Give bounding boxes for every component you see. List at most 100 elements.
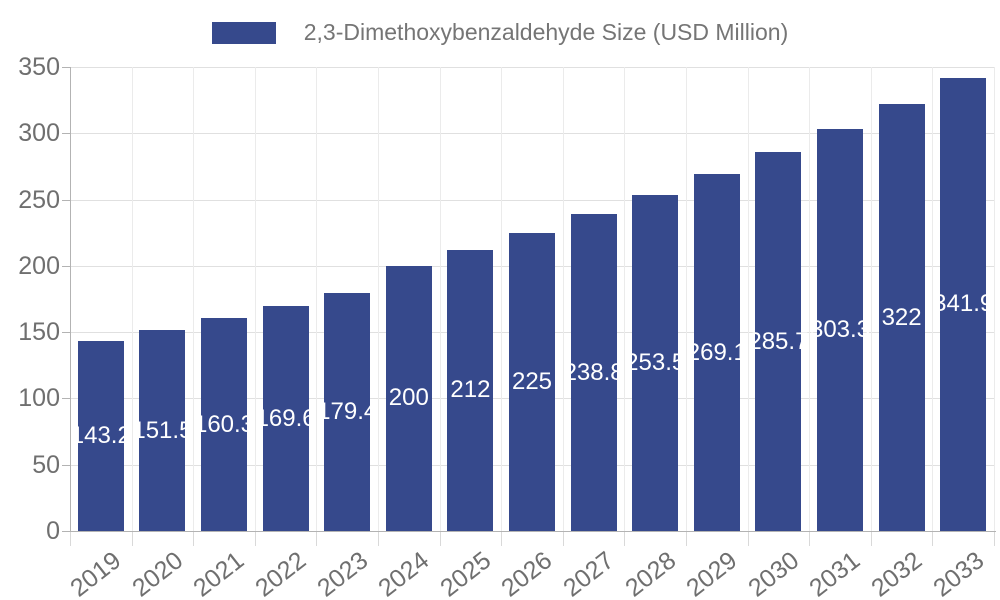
gridline-vertical [254, 67, 256, 531]
legend[interactable]: 2,3-Dimethoxybenzaldehyde Size (USD Mill… [0, 19, 1000, 46]
bar-value-label: 225 [511, 367, 553, 395]
bar-2024 [385, 265, 432, 531]
bar-value-label: 303.3 [809, 315, 871, 343]
gridline-vertical [747, 67, 749, 531]
y-axis-line [70, 67, 71, 531]
x-axis-tick [501, 532, 503, 546]
gridline-vertical [686, 67, 687, 531]
x-axis-tick [809, 532, 811, 546]
y-axis-label: 200 [18, 251, 60, 280]
gridline-vertical [378, 67, 379, 531]
x-axis-tick [254, 532, 256, 546]
y-axis-label: 350 [18, 53, 60, 81]
y-axis-label: 250 [18, 185, 60, 214]
y-axis-tick [62, 464, 70, 466]
x-axis-label: 2024 [373, 546, 435, 600]
bar-value-label: 253.5 [625, 348, 686, 376]
bar-2027 [570, 214, 617, 531]
x-axis-tick [316, 532, 318, 546]
y-axis-tick [62, 398, 70, 400]
y-axis-tick [62, 531, 70, 532]
x-axis-tick [994, 532, 995, 546]
x-axis-label: 2029 [681, 546, 743, 600]
x-axis-tick [131, 532, 133, 546]
x-axis-label: 2032 [866, 546, 928, 600]
y-axis-label: 50 [32, 450, 60, 479]
x-axis-label: 2019 [65, 546, 127, 600]
legend-swatch [211, 21, 276, 44]
legend-label: 2,3-Dimethoxybenzaldehyde Size (USD Mill… [303, 19, 789, 45]
bar-2028 [632, 194, 679, 531]
bar-2030 [755, 152, 802, 531]
x-axis-label: 2023 [311, 546, 373, 600]
bar-value-label: 322 [881, 303, 922, 331]
bar-2019 [77, 341, 124, 531]
bar-2020 [139, 330, 186, 531]
bar-value-label: 341.9 [933, 290, 994, 318]
x-axis-line [70, 531, 996, 532]
bar-value-label: 212 [450, 376, 491, 404]
y-axis-tick [62, 67, 70, 68]
x-axis-tick [932, 532, 934, 546]
bar-value-label: 238.8 [563, 358, 624, 386]
x-axis-label: 2033 [927, 546, 989, 600]
bar-value-label: 200 [388, 384, 429, 412]
bar-value-label: 285.7 [748, 327, 809, 355]
bar-value-label: 269.1 [686, 338, 747, 366]
y-axis-tick [62, 133, 70, 135]
y-axis-label: 0 [46, 517, 60, 545]
x-axis-label: 2021 [188, 546, 250, 600]
bar-value-label: 179.4 [317, 398, 378, 426]
gridline-vertical [809, 67, 811, 531]
bar-2026 [509, 232, 555, 531]
bar-2033 [940, 77, 987, 531]
bar-value-label: 160.3 [193, 410, 255, 438]
bar-2021 [201, 318, 247, 531]
x-axis-tick [378, 532, 379, 546]
x-axis-label: 2025 [434, 546, 497, 600]
x-axis-label: 2031 [804, 546, 866, 600]
x-axis-tick [70, 532, 71, 546]
gridline-horizontal [70, 199, 994, 201]
gridline-horizontal [70, 133, 994, 135]
x-axis-label: 2020 [126, 546, 189, 600]
x-axis-tick [870, 532, 872, 546]
y-axis-tick [62, 199, 70, 201]
bar-2032 [878, 104, 925, 531]
bar-2025 [447, 249, 494, 531]
gridline-vertical [994, 67, 995, 531]
y-axis-tick [62, 332, 70, 334]
gridline-vertical [501, 67, 503, 531]
bar-2022 [262, 306, 309, 531]
bar-2031 [817, 128, 863, 531]
bar-2029 [693, 174, 740, 531]
x-axis-tick [193, 532, 195, 546]
y-axis-label: 150 [18, 318, 60, 347]
x-axis-label: 2026 [496, 546, 558, 600]
x-axis-tick [439, 532, 441, 546]
bar-value-label: 151.5 [132, 416, 193, 444]
x-axis-tick [562, 532, 564, 546]
x-axis-label: 2022 [250, 546, 312, 600]
gridline-vertical [439, 67, 441, 531]
bar-value-label: 169.6 [255, 404, 316, 432]
gridline-vertical [932, 67, 934, 531]
gridline-vertical [131, 67, 133, 531]
x-axis-label: 2028 [619, 546, 681, 600]
x-axis-tick [747, 532, 749, 546]
x-axis-tick [686, 532, 687, 546]
gridline-horizontal [70, 67, 994, 68]
gridline-vertical [193, 67, 195, 531]
gridline-vertical [562, 67, 564, 531]
gridline-vertical [316, 67, 318, 531]
bar-value-label: 143.2 [70, 422, 131, 450]
bar-2023 [324, 293, 371, 531]
gridline-vertical [624, 67, 626, 531]
x-axis-label: 2027 [558, 546, 620, 600]
y-axis-tick [62, 265, 70, 267]
x-axis-label: 2030 [742, 546, 805, 600]
x-axis-tick [624, 532, 626, 546]
